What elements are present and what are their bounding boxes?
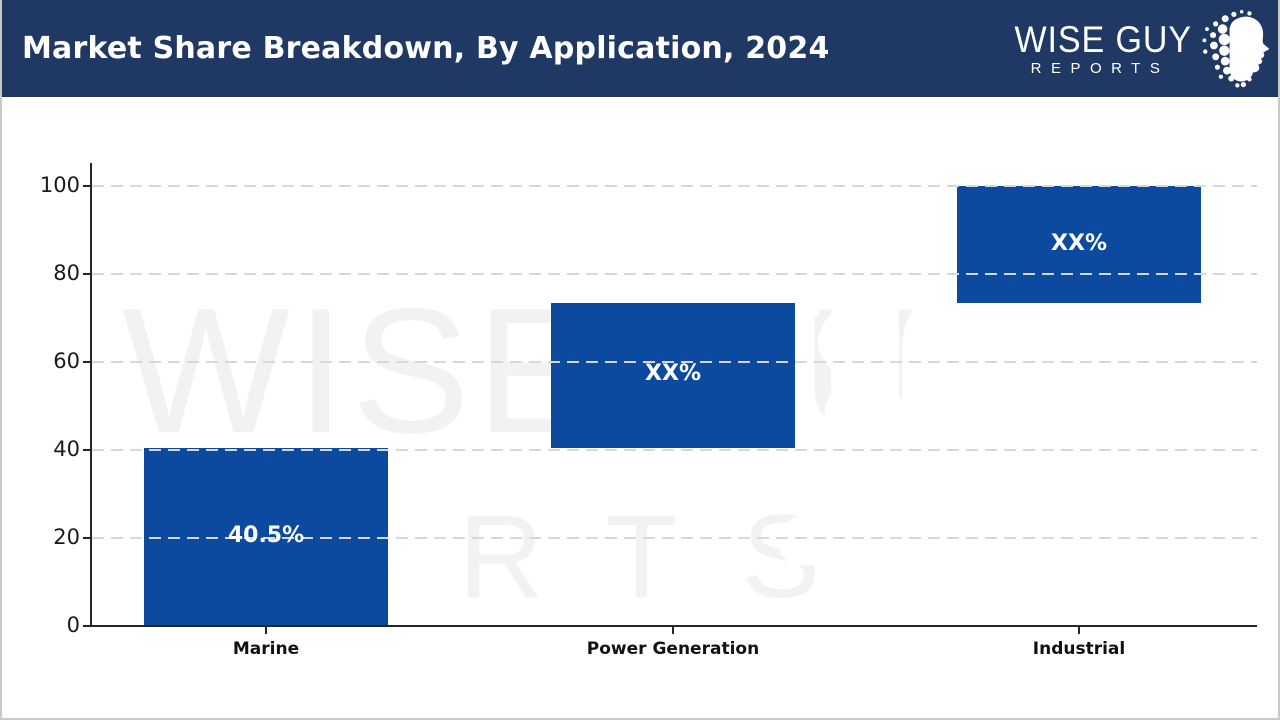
bar-value-label: XX% [645,361,701,387]
bar-marine [144,447,388,626]
y-tick-label: 60 [53,349,80,373]
x-tick-mark [1078,627,1080,634]
bar-value-label: 40.5% [227,522,305,548]
y-tick-mark [83,361,90,363]
category-label-marine: Marine [232,639,300,659]
y-tick-mark [83,185,90,187]
y-axis-line [90,163,92,627]
y-tick-label: 0 [66,613,80,637]
x-tick-mark [265,627,267,634]
y-tick-mark [83,537,90,539]
logo-subtext: REPORTS [1030,60,1170,77]
wiseguy-face-icon [1202,9,1270,88]
logo-wordmark: WISE GUY [1014,19,1192,60]
y-tick-label: 100 [39,173,80,197]
y-tick-mark [83,449,90,451]
bar-value-label: XX% [1051,230,1107,256]
gridline [92,449,1257,451]
wiseguy-logo: WISE GUY REPORTS [999,8,1278,90]
page-title: Market Share Breakdown, By Application, … [22,31,830,66]
category-label-industrial: Industrial [1032,639,1126,659]
x-tick-mark [672,627,674,634]
y-tick-label: 40 [53,437,80,461]
header: Market Share Breakdown, By Application, … [2,0,1278,97]
category-label-power-generation: Power Generation [586,639,760,659]
y-tick-label: 20 [53,525,80,549]
gridline [92,537,1257,539]
gridline [92,361,1257,363]
y-tick-mark [83,273,90,275]
gridline [92,273,1257,275]
x-axis-line [90,625,1257,627]
gridline [92,185,1257,187]
y-tick-label: 80 [53,261,80,285]
logo-text: WISE GUY REPORTS [999,21,1192,76]
y-tick-mark [83,625,90,627]
